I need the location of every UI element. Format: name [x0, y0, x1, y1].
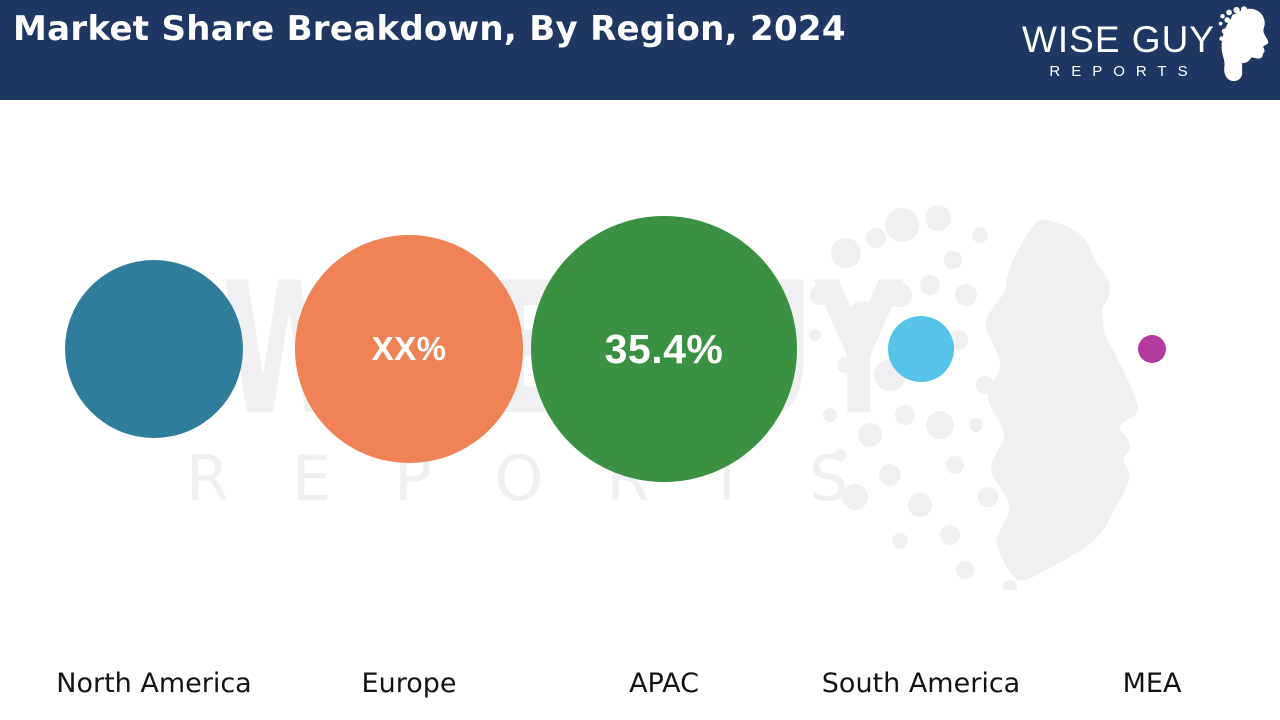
category-label-north-america: North America — [56, 668, 252, 699]
bubble-chart: XX% 35.4% North America Europe APAC South Am… — [0, 100, 1280, 720]
header-bar: Market Share Breakdown, By Region, 2024 … — [0, 0, 1280, 100]
wiseguy-logo: WISE GUY REPORTS — [1022, 5, 1272, 89]
bubble-mea — [1138, 335, 1166, 363]
bubble-apac: 35.4% — [531, 216, 797, 482]
logo-wordmark: WISE GUY — [1021, 19, 1215, 60]
logo-text: WISE GUY REPORTS — [1021, 19, 1215, 80]
bubble-europe: XX% — [295, 235, 523, 463]
category-label-apac: APAC — [629, 668, 699, 699]
bubble-value-label-apac: 35.4% — [604, 325, 724, 372]
category-label-europe: Europe — [361, 668, 457, 699]
bubble-north-america — [65, 260, 243, 438]
page-title: Market Share Breakdown, By Region, 2024 — [13, 9, 846, 49]
category-label-south-america: South America — [821, 668, 1021, 699]
bubble-south-america — [888, 316, 954, 382]
bubble-value-label-europe: XX% — [371, 330, 447, 367]
logo-head-icon — [1218, 6, 1269, 82]
logo-subtitle: REPORTS — [1049, 62, 1199, 80]
category-label-mea: MEA — [1122, 668, 1182, 699]
